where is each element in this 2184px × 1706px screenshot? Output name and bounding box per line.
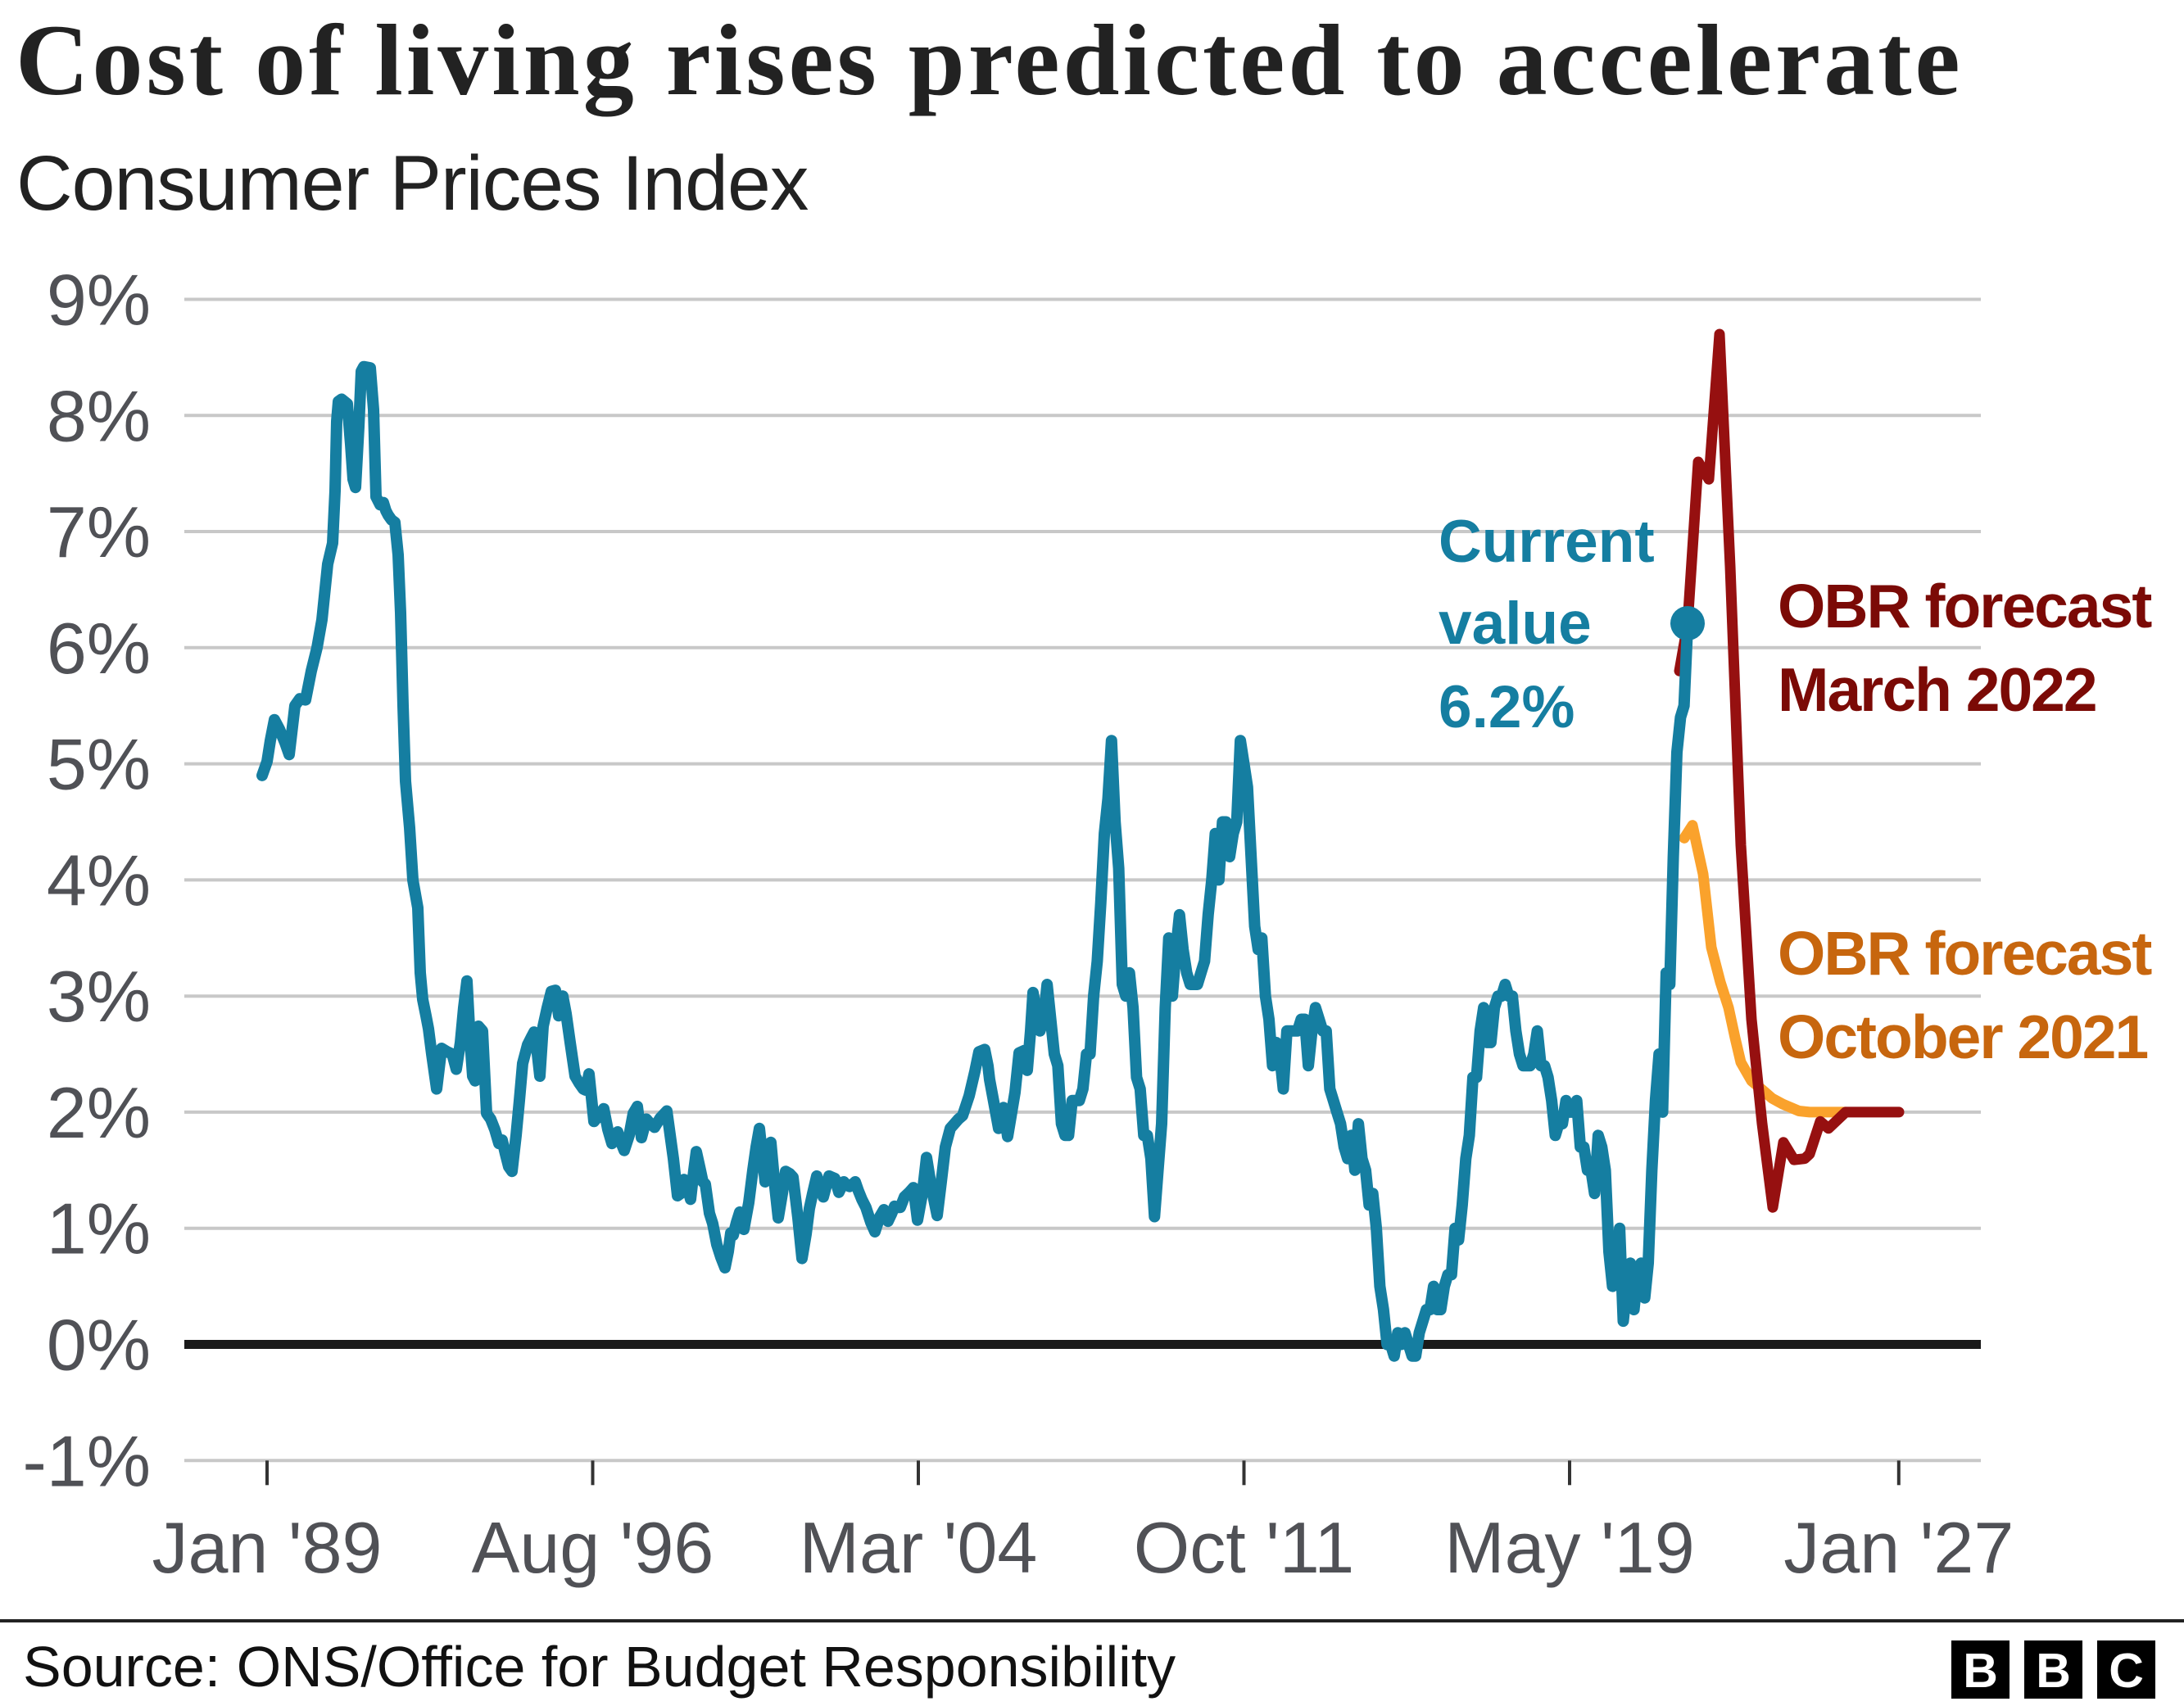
svg-text:October 2021: October 2021 xyxy=(1778,1002,2148,1071)
svg-text:9%: 9% xyxy=(47,260,151,341)
svg-text:C: C xyxy=(2109,1644,2144,1698)
svg-text:-1%: -1% xyxy=(23,1420,152,1501)
svg-text:7%: 7% xyxy=(47,491,151,572)
svg-text:3%: 3% xyxy=(47,956,151,1037)
svg-text:B: B xyxy=(2036,1644,2071,1698)
svg-text:OBR forecast: OBR forecast xyxy=(1778,572,2152,640)
svg-text:Oct '11: Oct '11 xyxy=(1134,1507,1355,1588)
svg-text:Source: ONS/Office for Budget: Source: ONS/Office for Budget Responsibi… xyxy=(23,1635,1176,1699)
svg-text:Current: Current xyxy=(1439,509,1655,575)
svg-text:Consumer Prices Index: Consumer Prices Index xyxy=(16,140,809,227)
svg-text:6%: 6% xyxy=(47,608,151,689)
svg-text:6.2%: 6.2% xyxy=(1439,674,1575,740)
svg-text:Jan '89: Jan '89 xyxy=(152,1507,382,1588)
svg-text:2%: 2% xyxy=(47,1072,151,1153)
svg-text:OBR forecast: OBR forecast xyxy=(1778,919,2152,988)
svg-text:5%: 5% xyxy=(47,724,151,805)
svg-text:Mar '04: Mar '04 xyxy=(800,1507,1038,1588)
svg-text:Cost of living rises predicted: Cost of living rises predicted to accele… xyxy=(16,4,1964,117)
svg-text:Jan '27: Jan '27 xyxy=(1783,1507,2014,1588)
svg-text:value: value xyxy=(1439,591,1592,657)
svg-text:March 2022: March 2022 xyxy=(1778,655,2096,724)
svg-text:0%: 0% xyxy=(47,1305,151,1386)
svg-text:8%: 8% xyxy=(47,375,151,456)
svg-text:4%: 4% xyxy=(47,839,151,921)
svg-text:May '19: May '19 xyxy=(1444,1507,1694,1588)
svg-text:1%: 1% xyxy=(47,1188,151,1269)
svg-text:B: B xyxy=(1963,1644,1998,1698)
svg-text:Aug '96: Aug '96 xyxy=(472,1507,714,1588)
